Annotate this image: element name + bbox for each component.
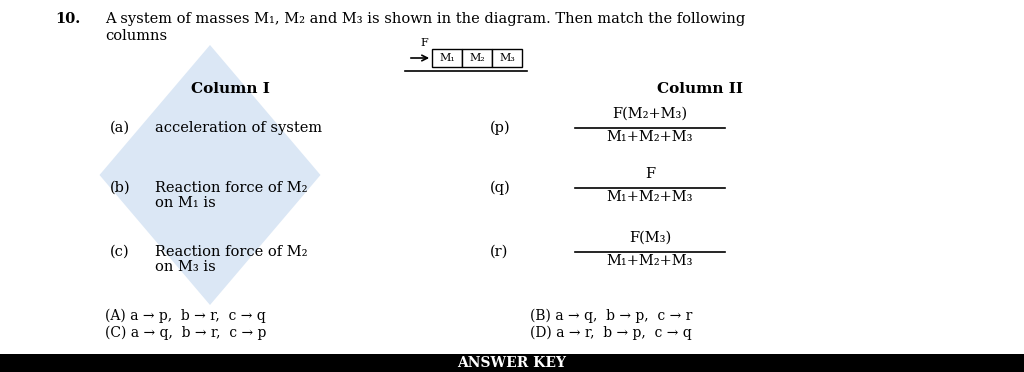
Text: Reaction force of M₂: Reaction force of M₂ <box>155 245 307 259</box>
Text: Reaction force of M₂: Reaction force of M₂ <box>155 181 307 195</box>
Text: (c): (c) <box>110 245 130 259</box>
Bar <box>462 49 492 67</box>
Text: (D) a → r,  b → p,  c → q: (D) a → r, b → p, c → q <box>530 326 692 340</box>
Text: on M₁ is: on M₁ is <box>155 196 216 210</box>
Text: (q): (q) <box>490 181 511 195</box>
Text: F: F <box>420 38 428 48</box>
Text: (A) a → p,  b → r,  c → q: (A) a → p, b → r, c → q <box>105 309 266 323</box>
Text: M₁+M₂+M₃: M₁+M₂+M₃ <box>607 130 693 144</box>
Text: F: F <box>645 167 655 181</box>
Text: M₁: M₁ <box>439 53 455 63</box>
Bar <box>492 49 522 67</box>
Text: (b): (b) <box>110 181 131 195</box>
Text: A system of masses M₁, M₂ and M₃ is shown in the diagram. Then match the followi: A system of masses M₁, M₂ and M₃ is show… <box>105 12 745 26</box>
Text: Column II: Column II <box>657 82 743 96</box>
Text: ANSWER KEY: ANSWER KEY <box>458 356 566 370</box>
Text: M₂: M₂ <box>469 53 485 63</box>
Text: Column I: Column I <box>190 82 269 96</box>
Text: (p): (p) <box>490 121 511 135</box>
Text: (B) a → q,  b → p,  c → r: (B) a → q, b → p, c → r <box>530 309 692 323</box>
Text: on M₃ is: on M₃ is <box>155 260 216 274</box>
Text: (C) a → q,  b → r,  c → p: (C) a → q, b → r, c → p <box>105 326 266 340</box>
Text: columns: columns <box>105 29 167 43</box>
Text: (r): (r) <box>490 245 508 259</box>
Text: M₃: M₃ <box>499 53 515 63</box>
Text: acceleration of system: acceleration of system <box>155 121 323 135</box>
Polygon shape <box>99 45 321 305</box>
Text: F(M₂+M₃): F(M₂+M₃) <box>612 107 687 121</box>
Text: F(M₃): F(M₃) <box>629 231 671 245</box>
Bar <box>0 354 1024 372</box>
Text: M₁+M₂+M₃: M₁+M₂+M₃ <box>607 190 693 204</box>
Text: (a): (a) <box>110 121 130 135</box>
Text: 10.: 10. <box>55 12 80 26</box>
Bar <box>432 49 462 67</box>
Text: M₁+M₂+M₃: M₁+M₂+M₃ <box>607 254 693 268</box>
